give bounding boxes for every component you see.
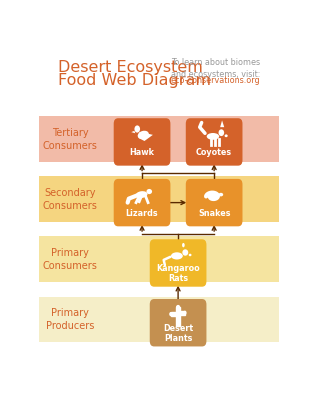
Ellipse shape — [183, 311, 187, 315]
Text: Tertiary
Consumers: Tertiary Consumers — [42, 128, 97, 151]
Polygon shape — [131, 131, 135, 133]
Polygon shape — [171, 312, 176, 316]
Ellipse shape — [219, 193, 223, 196]
Text: Secondary
Consumers: Secondary Consumers — [42, 188, 97, 211]
Ellipse shape — [169, 312, 173, 316]
Text: Primary
Consumers: Primary Consumers — [42, 248, 97, 271]
Ellipse shape — [146, 189, 152, 194]
Text: Lizards: Lizards — [126, 209, 158, 218]
Ellipse shape — [207, 133, 219, 140]
Text: Snakes: Snakes — [198, 209, 230, 218]
Polygon shape — [176, 307, 180, 326]
Bar — [39, 296, 279, 342]
Bar — [39, 116, 279, 162]
FancyBboxPatch shape — [186, 118, 242, 166]
Polygon shape — [220, 120, 224, 127]
Polygon shape — [180, 311, 185, 315]
Ellipse shape — [138, 131, 149, 139]
FancyBboxPatch shape — [150, 299, 206, 346]
Text: Primary
Producers: Primary Producers — [46, 308, 94, 331]
Ellipse shape — [135, 126, 140, 133]
Ellipse shape — [189, 254, 192, 256]
Text: Coyotes: Coyotes — [196, 148, 232, 157]
FancyBboxPatch shape — [114, 118, 170, 166]
Text: Food Web Diagram: Food Web Diagram — [58, 73, 211, 88]
Text: To learn about biomes
and ecosystems, visit:: To learn about biomes and ecosystems, vi… — [171, 58, 260, 79]
Ellipse shape — [182, 249, 188, 256]
FancyBboxPatch shape — [150, 239, 206, 287]
FancyBboxPatch shape — [186, 179, 242, 226]
Text: Kangaroo
Rats: Kangaroo Rats — [156, 264, 200, 284]
Ellipse shape — [219, 129, 224, 136]
Text: eco-conservations.org: eco-conservations.org — [171, 76, 260, 85]
Ellipse shape — [176, 305, 180, 310]
Bar — [39, 236, 279, 282]
Text: Desert Ecosystem: Desert Ecosystem — [58, 60, 203, 75]
Polygon shape — [139, 132, 153, 141]
Text: Desert
Plants: Desert Plants — [163, 324, 193, 343]
Ellipse shape — [171, 252, 183, 260]
Text: Hawk: Hawk — [130, 148, 155, 157]
Bar — [39, 176, 279, 222]
FancyBboxPatch shape — [114, 179, 170, 226]
Ellipse shape — [224, 134, 228, 137]
Ellipse shape — [182, 243, 185, 247]
Ellipse shape — [136, 191, 148, 198]
